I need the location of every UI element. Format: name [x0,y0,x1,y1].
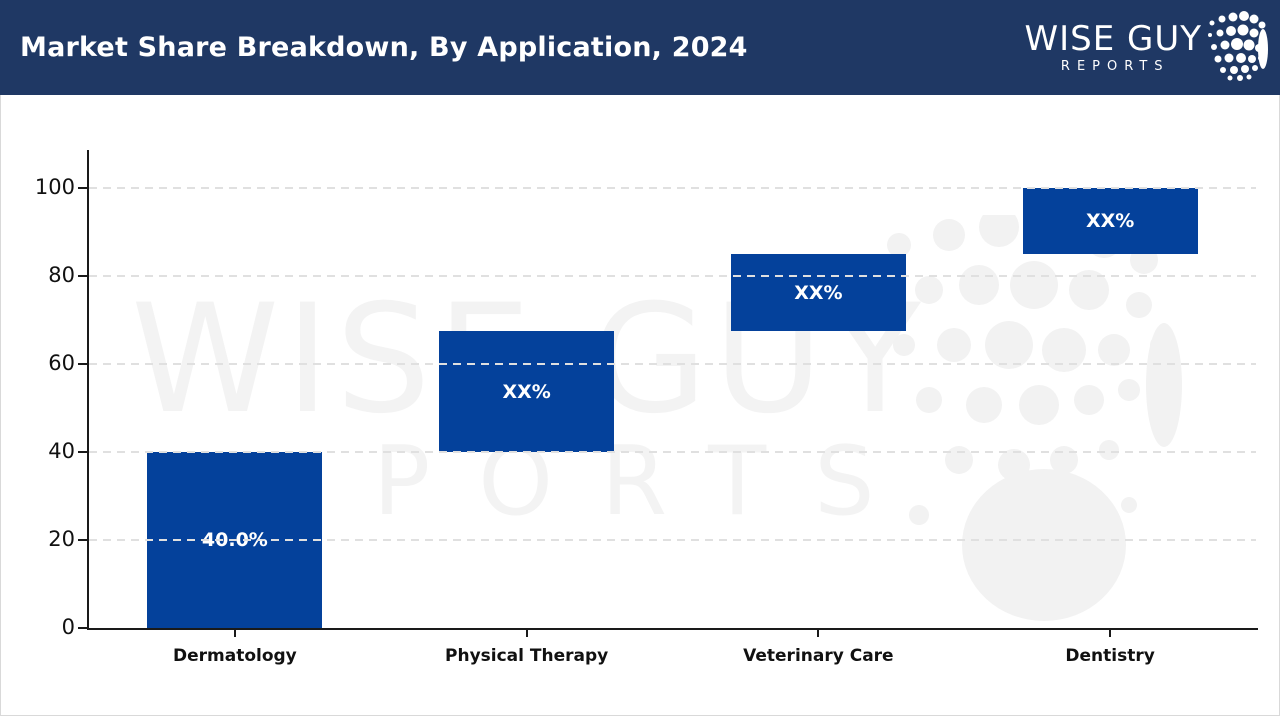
y-tick-mark-80 [78,275,87,277]
y-tick-label-80: 80 [48,263,75,287]
y-axis-spine [87,150,89,630]
y-tick-label-40: 40 [48,439,75,463]
x-axis-label-1: Physical Therapy [445,646,609,666]
bar-veterinary-care: XX% [730,254,906,331]
header: Market Share Breakdown, By Application, … [0,0,1280,95]
bar-value-label: XX% [794,281,843,304]
x-axis-label-0: Dermatology [172,646,297,666]
bar-value-label: XX% [1085,210,1135,232]
x-tick-mark-0 [233,630,236,637]
watermark-dotted-face-icon [875,215,1182,621]
gridline-40 [89,451,1256,453]
chart-card: WISE GUY PORTS 0 20 40 60 80 100 40.0% Dermatol… [0,95,1280,716]
logo-wordmark: WISE GUY [1024,19,1202,59]
gridline-100 [89,187,1256,189]
y-tick-mark-20 [78,539,87,541]
logo-dotted-face-icon [1208,11,1268,81]
x-axis-spine [87,628,1258,630]
y-tick-mark-0 [78,627,87,629]
x-axis-label-2: Veterinary Care [743,646,894,666]
gridline-80 [89,275,1256,277]
plot-area: 0 20 40 60 80 100 40.0% Dermatology XX% Physical … [35,150,1258,666]
x-tick-mark-1 [525,630,528,637]
y-tick-label-100: 100 [34,175,75,199]
logo-text: WISE GUY REPORTS [1024,22,1202,74]
x-tick-mark-2 [817,630,820,637]
bar-dentistry: XX% [1022,188,1198,254]
bar-value-label: XX% [502,380,551,403]
logo-subtitle: REPORTS [1060,59,1170,74]
wiseguy-logo: WISE GUY REPORTS [1024,6,1268,90]
page-title: Market Share Breakdown, By Application, … [20,32,748,63]
x-tick-mark-3 [1109,630,1112,637]
bar-physical-therapy: XX% [439,331,615,452]
y-tick-mark-60 [78,363,87,365]
gridline-20 [89,539,1256,541]
y-tick-mark-40 [78,451,87,453]
gridline-60 [89,363,1256,365]
y-tick-mark-100 [78,187,87,189]
y-tick-label-20: 20 [48,527,75,551]
x-axis-label-3: Dentistry [1065,646,1155,666]
y-tick-label-60: 60 [48,351,75,375]
y-tick-label-0: 0 [61,615,75,639]
